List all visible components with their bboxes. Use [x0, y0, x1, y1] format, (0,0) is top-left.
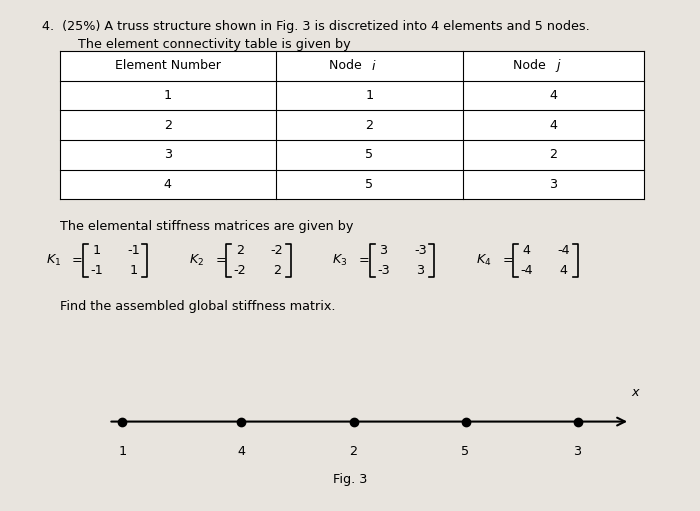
Text: Node: Node: [513, 59, 550, 73]
Text: 4.  (25%) A truss structure shown in Fig. 3 is discretized into 4 elements and 5: 4. (25%) A truss structure shown in Fig.…: [42, 20, 589, 33]
Text: 5: 5: [461, 445, 470, 457]
Text: 4: 4: [550, 89, 557, 102]
Text: $K_2$: $K_2$: [189, 253, 204, 268]
Text: The element connectivity table is given by: The element connectivity table is given …: [78, 38, 351, 51]
Text: Element Number: Element Number: [115, 59, 220, 73]
Text: 5: 5: [365, 178, 373, 191]
Bar: [60, 51, 644, 199]
Text: 2: 2: [236, 244, 244, 258]
Text: $K_3$: $K_3$: [332, 253, 348, 268]
Text: 2: 2: [550, 148, 557, 161]
Text: 3: 3: [416, 264, 424, 277]
Text: =: =: [359, 254, 370, 267]
Text: 1: 1: [365, 89, 373, 102]
Text: 4: 4: [550, 119, 557, 132]
Text: 4: 4: [237, 445, 246, 457]
Text: $j$: $j$: [555, 57, 562, 75]
Text: 2: 2: [273, 264, 281, 277]
Text: -4: -4: [521, 264, 533, 277]
Text: x: x: [631, 386, 639, 399]
Text: Fig. 3: Fig. 3: [332, 473, 368, 485]
Text: 2: 2: [349, 445, 358, 457]
Text: =: =: [72, 254, 83, 267]
Text: -1: -1: [127, 244, 140, 258]
Text: 5: 5: [365, 148, 373, 161]
Text: -3: -3: [377, 264, 390, 277]
Text: -3: -3: [414, 244, 427, 258]
Text: Node: Node: [329, 59, 366, 73]
Text: 2: 2: [164, 119, 172, 132]
Text: $K_4$: $K_4$: [476, 253, 491, 268]
Text: $i$: $i$: [371, 59, 376, 73]
Text: The elemental stiffness matrices are given by: The elemental stiffness matrices are giv…: [60, 220, 353, 233]
Text: 4: 4: [560, 264, 568, 277]
Text: 4: 4: [164, 178, 172, 191]
Text: $K_1$: $K_1$: [46, 253, 61, 268]
Text: -1: -1: [90, 264, 103, 277]
Text: 3: 3: [573, 445, 582, 457]
Text: =: =: [216, 254, 226, 267]
Text: 1: 1: [92, 244, 100, 258]
Text: 1: 1: [130, 264, 137, 277]
Text: Find the assembled global stiffness matrix.: Find the assembled global stiffness matr…: [60, 300, 335, 313]
Text: 1: 1: [118, 445, 127, 457]
Text: 3: 3: [164, 148, 172, 161]
Text: -2: -2: [234, 264, 246, 277]
Text: 3: 3: [550, 178, 557, 191]
Text: 2: 2: [365, 119, 373, 132]
Text: -4: -4: [557, 244, 570, 258]
Text: 4: 4: [523, 244, 531, 258]
Text: =: =: [503, 254, 513, 267]
Text: -2: -2: [270, 244, 283, 258]
Text: 1: 1: [164, 89, 172, 102]
Text: 3: 3: [379, 244, 387, 258]
